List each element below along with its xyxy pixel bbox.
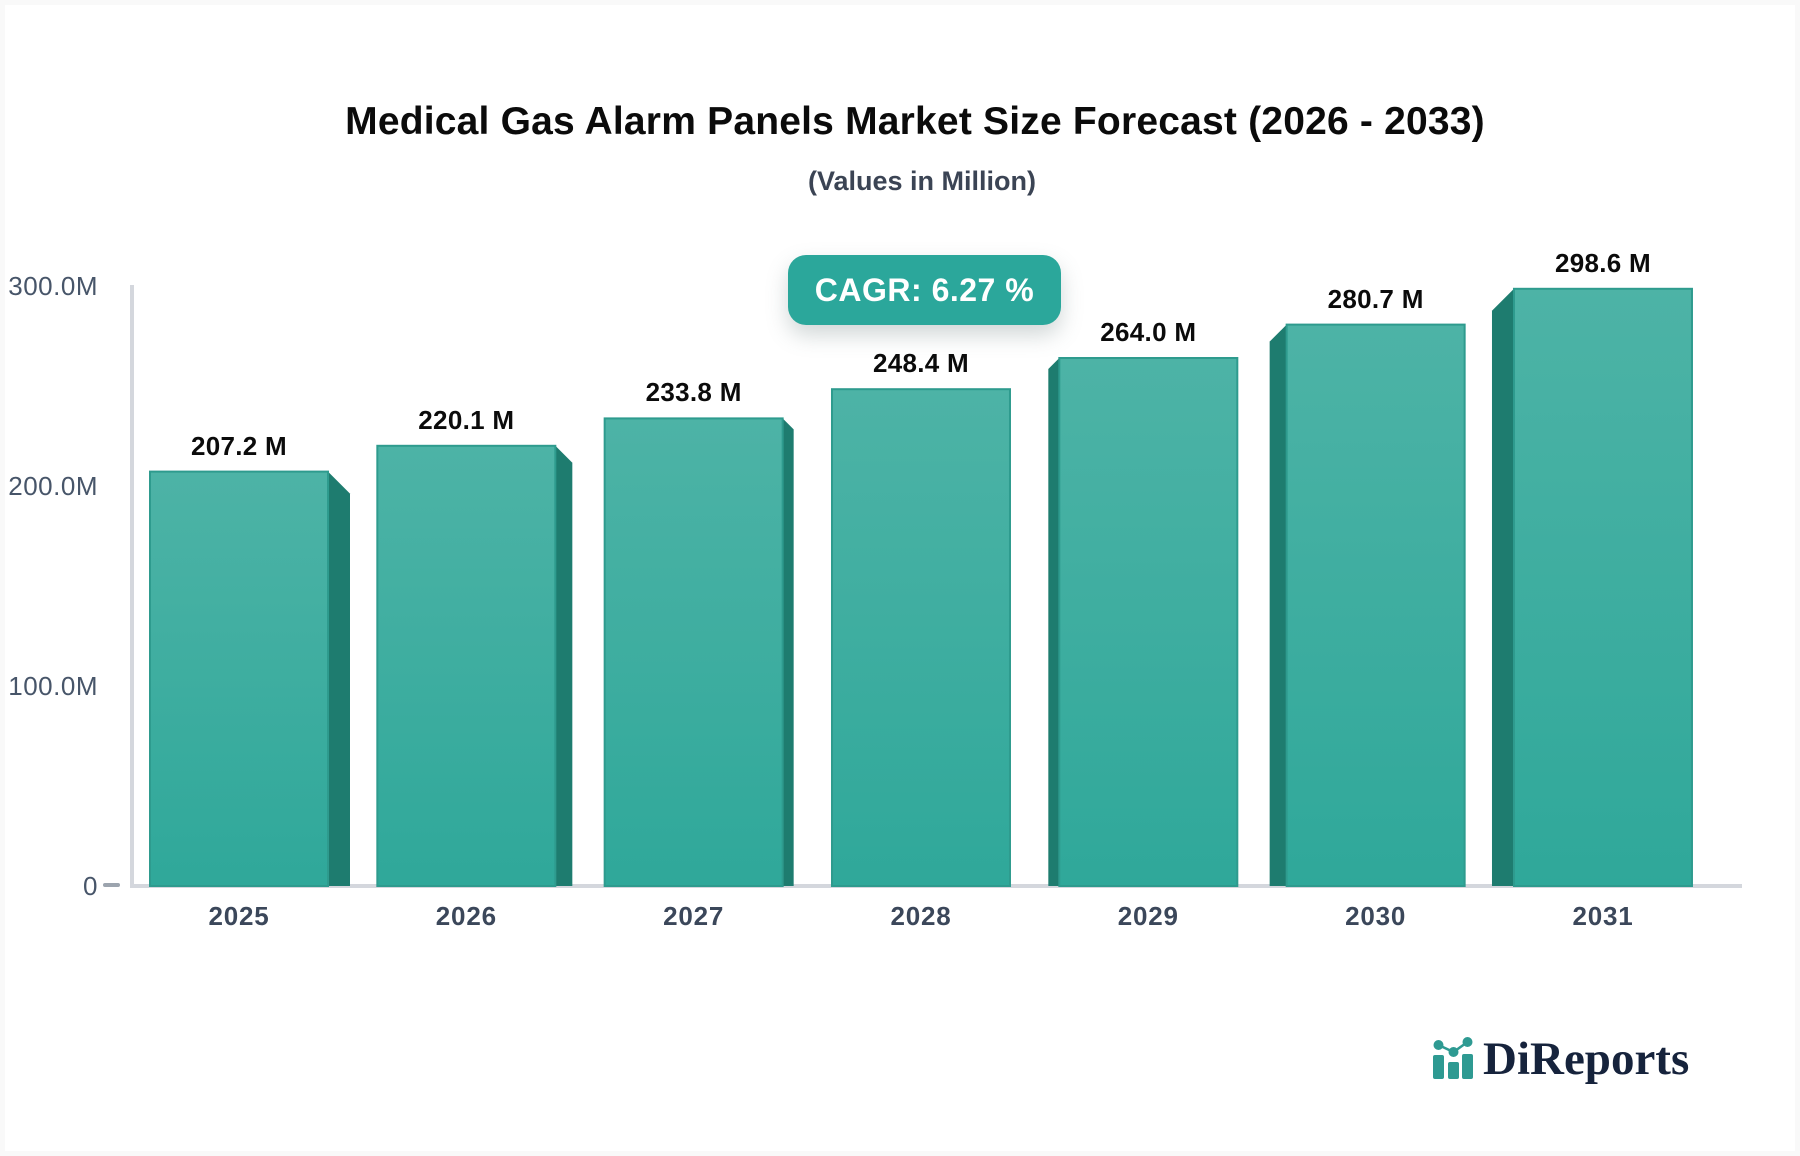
- x-axis-label: 2029: [1117, 901, 1179, 931]
- bar: [603, 417, 784, 887]
- x-axis-label: 2031: [1572, 901, 1634, 931]
- y-axis-label: 100.0M: [8, 671, 98, 701]
- logo-bars-icon: [1433, 1037, 1473, 1079]
- logo-text: DiReports: [1483, 1033, 1690, 1085]
- bar-side-face: [555, 445, 573, 886]
- bar: [830, 388, 1011, 887]
- bar-value-label: 207.2 M: [190, 430, 288, 461]
- bar-value-label: 233.8 M: [645, 377, 742, 408]
- x-axis-label: 2026: [435, 901, 497, 931]
- direports-logo: DiReports: [1430, 1033, 1690, 1085]
- x-axis-label: 2030: [1345, 901, 1407, 931]
- bar-value-label: 248.4 M: [872, 348, 969, 379]
- bar-value-label: 280.7 M: [1327, 283, 1424, 314]
- zero-tick-dash: [103, 883, 120, 887]
- bar: [1058, 357, 1239, 887]
- x-axis-label: 2028: [890, 901, 952, 931]
- x-axis-label: 2025: [208, 901, 270, 931]
- bar-side-face: [782, 418, 794, 886]
- bar: [1512, 287, 1693, 887]
- bar-side-face: [1269, 324, 1287, 887]
- bar-value-label: 264.0 M: [1100, 317, 1197, 347]
- x-axis-label: 2027: [663, 901, 725, 931]
- y-axis-label: 0: [83, 871, 98, 901]
- chart-title: Medical Gas Alarm Panels Market Size For…: [345, 100, 1485, 143]
- bar-value-label: 220.1 M: [418, 404, 515, 435]
- bar: [1285, 323, 1466, 888]
- bar-value-label: 298.6 M: [1554, 247, 1651, 278]
- bar: [376, 444, 557, 887]
- bar-side-face: [328, 471, 350, 886]
- bar-side-face: [1491, 288, 1514, 886]
- y-axis-label: 300.0M: [8, 271, 98, 301]
- bar: [149, 470, 329, 887]
- y-axis-label: 200.0M: [8, 471, 98, 501]
- bar-side-face: [1048, 358, 1060, 886]
- chart-subtitle: (Values in Million): [807, 166, 1037, 196]
- y-axis-line: [130, 285, 134, 888]
- cagr-badge-label: CAGR: 6.27 %: [814, 271, 1035, 308]
- cagr-badge: CAGR: 6.27 %: [788, 255, 1061, 325]
